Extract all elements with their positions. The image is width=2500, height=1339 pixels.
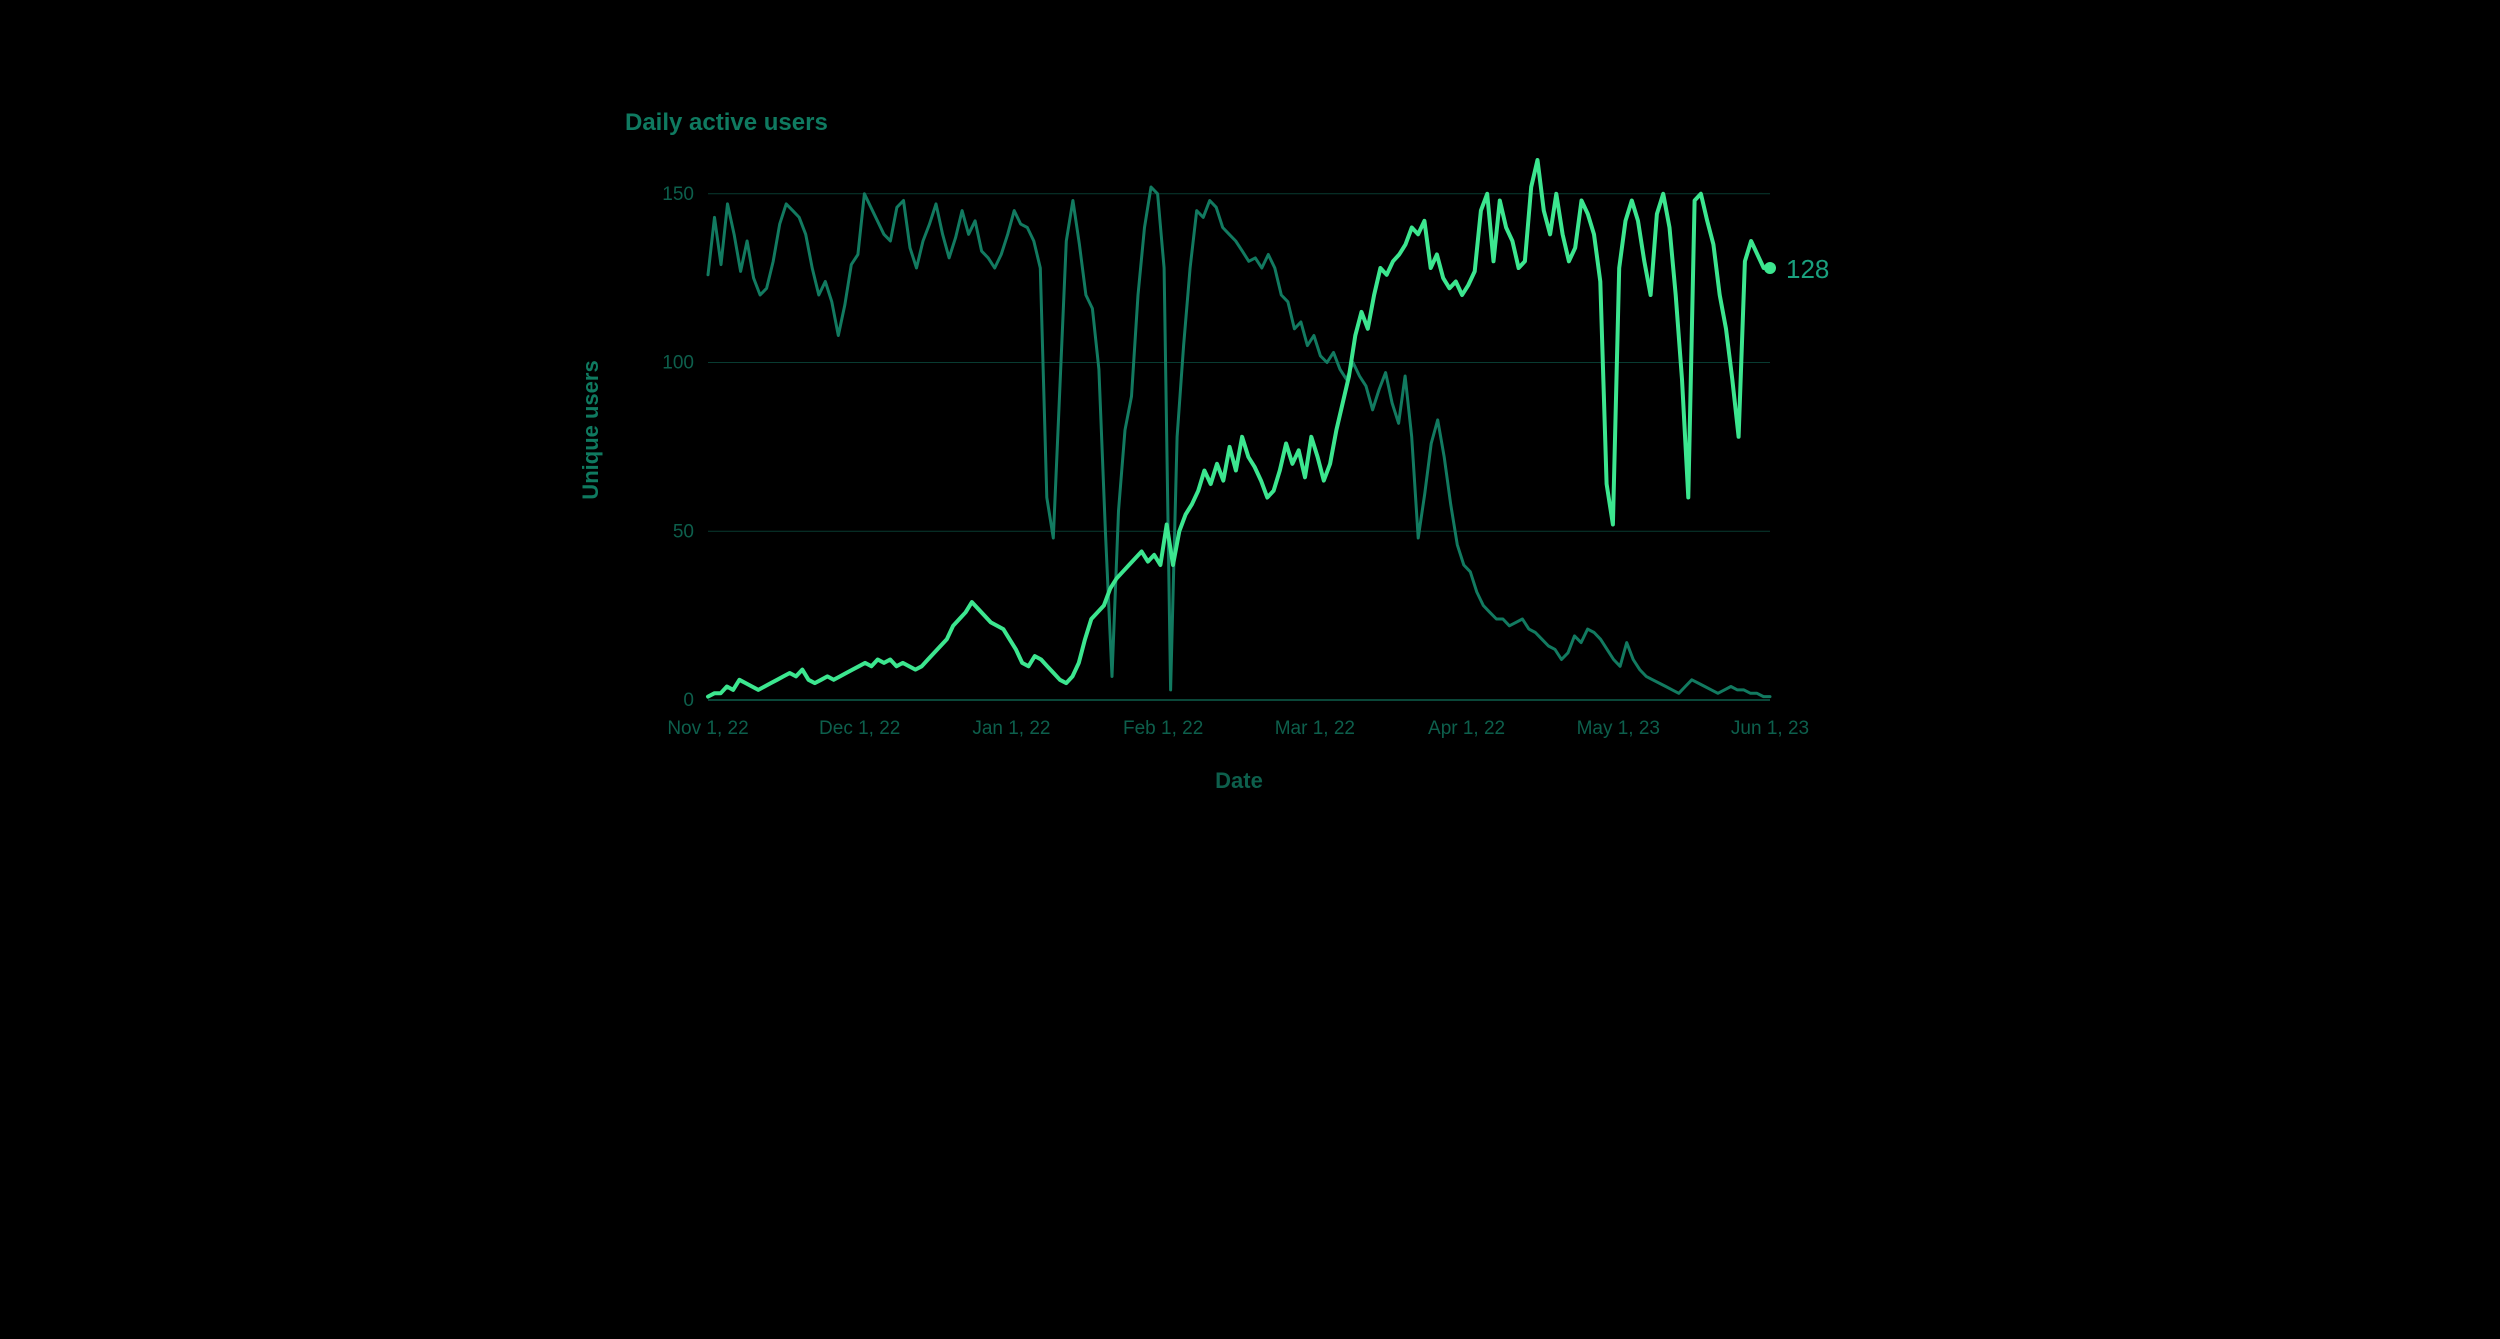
chart-container: Daily active users 0 50 100 150 Unique user… bbox=[470, 0, 2030, 840]
x-tick-label: Jun 1, 23 bbox=[1731, 718, 1809, 739]
y-axis-label: Unique users bbox=[578, 360, 603, 499]
x-tick-label: Dec 1, 22 bbox=[819, 718, 900, 739]
chart-title: Daily active users bbox=[625, 109, 828, 136]
x-axis-label: Date bbox=[1215, 768, 1263, 793]
dau-line-chart: Daily active users 0 50 100 150 Unique user… bbox=[470, 0, 2030, 840]
x-tick-label: Jan 1, 22 bbox=[972, 718, 1050, 739]
x-tick-label: Apr 1, 22 bbox=[1428, 718, 1505, 739]
y-tick-label: 150 bbox=[662, 184, 694, 205]
end-point-marker bbox=[1764, 262, 1776, 274]
x-tick-label: Nov 1, 22 bbox=[667, 718, 748, 739]
y-tick-label: 100 bbox=[662, 353, 694, 374]
x-tick-label: Feb 1, 22 bbox=[1123, 718, 1203, 739]
end-point-label: 128 bbox=[1786, 254, 1829, 284]
y-tick-label: 0 bbox=[683, 690, 694, 711]
x-tick-label: Mar 1, 22 bbox=[1275, 718, 1355, 739]
x-tick-label: May 1, 23 bbox=[1577, 718, 1660, 739]
y-tick-label: 50 bbox=[673, 521, 694, 542]
